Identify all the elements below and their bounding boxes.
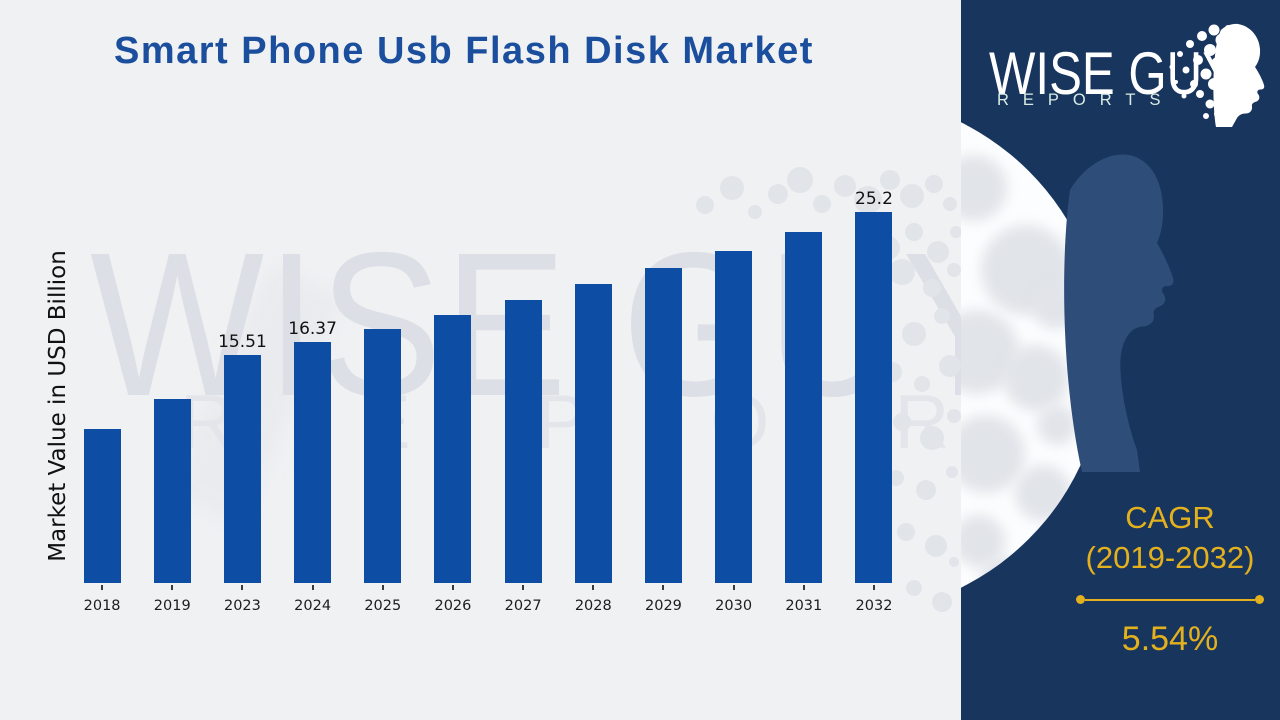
x-tick xyxy=(241,585,244,590)
x-tick xyxy=(732,585,735,590)
x-tick-label: 2030 xyxy=(715,598,753,614)
bar-2031 xyxy=(785,231,823,583)
x-tick xyxy=(311,585,314,590)
bar-value-label: 25.2 xyxy=(855,189,893,210)
x-tick xyxy=(451,585,454,590)
divider-line xyxy=(1085,598,1255,601)
bar-2027 xyxy=(504,300,542,583)
bar-2026 xyxy=(434,314,472,583)
x-tick xyxy=(101,585,104,590)
blur-dot xyxy=(961,415,1025,493)
blur-dot xyxy=(1003,345,1069,411)
bar-2025 xyxy=(364,329,402,583)
bar-column-2018: 2018 xyxy=(67,180,137,614)
x-tick-label: 2024 xyxy=(294,598,332,614)
divider-dot-left xyxy=(1076,595,1085,605)
divider-dot-right xyxy=(1255,595,1264,605)
x-tick-label: 2032 xyxy=(855,598,893,614)
cagr-range: (2019-2032) xyxy=(1085,539,1255,575)
x-tick xyxy=(802,585,805,590)
bar-2029 xyxy=(644,267,682,583)
logo-face-icon xyxy=(1169,23,1265,127)
bar-column-2031: 2031 xyxy=(769,180,839,614)
logo-wordmark: WISE GUY xyxy=(989,40,1236,107)
y-axis-label: Market Value in USD Billion xyxy=(45,250,71,562)
bar-value-label: 16.37 xyxy=(288,319,337,340)
blur-dot xyxy=(1037,405,1077,445)
chart-title: Smart Phone Usb Flash Disk Market xyxy=(114,30,814,72)
bar-2023 xyxy=(223,354,261,583)
x-tick xyxy=(592,585,595,590)
x-tick-label: 2018 xyxy=(83,598,121,614)
x-tick xyxy=(662,585,665,590)
brand-panel: WISE GUY REPORTS CAGR (2019-2032) xyxy=(961,0,1280,720)
bar-column-2024: 16.37 2024 xyxy=(278,180,348,614)
x-tick xyxy=(171,585,174,590)
x-tick xyxy=(872,585,875,590)
bar-2032 xyxy=(855,212,893,583)
blur-dot xyxy=(981,557,1025,601)
x-tick-label: 2027 xyxy=(504,598,542,614)
x-tick xyxy=(522,585,525,590)
bar-chart: 2018 2019 15.51 2023 16.37 2024 2025 2026 2027 20… xyxy=(67,180,909,614)
bar-column-2028: 2028 xyxy=(558,180,628,614)
watermark-dots-pattern xyxy=(696,167,962,612)
bar-2024 xyxy=(294,342,332,583)
cagr-heading: CAGR xyxy=(1125,500,1215,535)
bar-2028 xyxy=(574,284,612,583)
x-tick-label: 2026 xyxy=(434,598,472,614)
bar-column-2023: 15.51 2023 xyxy=(207,180,277,614)
blur-dot xyxy=(1015,465,1071,521)
x-tick-label: 2019 xyxy=(153,598,191,614)
x-tick-label: 2028 xyxy=(574,598,612,614)
face-profile-decoration xyxy=(1064,154,1174,472)
logo-subtitle: REPORTS xyxy=(997,91,1175,109)
blur-dot xyxy=(961,155,1007,221)
x-tick-label: 2023 xyxy=(223,598,261,614)
bar-2018 xyxy=(83,428,121,583)
x-tick-label: 2025 xyxy=(364,598,402,614)
bar-column-2019: 2019 xyxy=(137,180,207,614)
bar-value-label: 15.51 xyxy=(218,331,267,352)
cagr-value: 5.54% xyxy=(1121,620,1219,659)
bar-column-2029: 2029 xyxy=(628,180,698,614)
bar-column-2030: 2030 xyxy=(699,180,769,614)
bar-column-2025: 2025 xyxy=(348,180,418,614)
cagr-divider xyxy=(1076,595,1264,605)
bar-column-2032: 25.2 2032 xyxy=(839,180,909,614)
bar-2030 xyxy=(715,250,753,583)
cagr-block: CAGR (2019-2032) 5.54% xyxy=(1055,500,1280,659)
x-tick-label: 2029 xyxy=(645,598,682,614)
bar-column-2027: 2027 xyxy=(488,180,558,614)
x-tick-label: 2031 xyxy=(785,598,823,614)
bar-2019 xyxy=(153,399,191,583)
x-tick xyxy=(381,585,384,590)
bar-column-2026: 2026 xyxy=(418,180,488,614)
